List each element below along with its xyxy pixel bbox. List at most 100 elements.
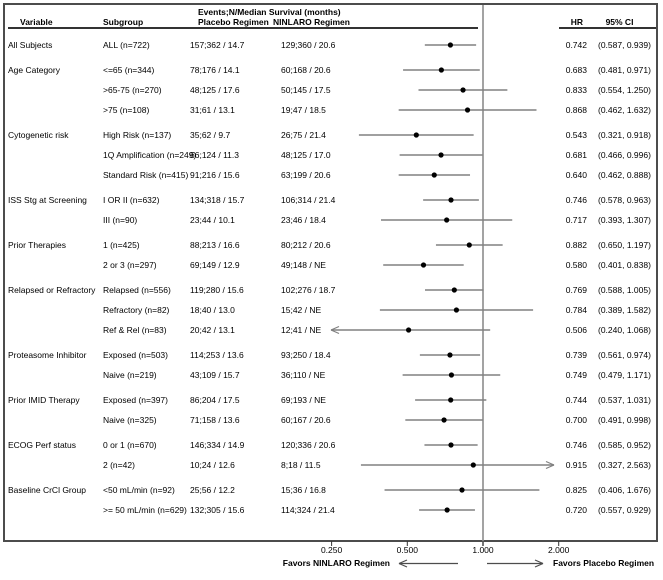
row-ci-value: (0.462, 1.632) (598, 105, 651, 115)
row-ci-value: (0.327, 2.563) (598, 460, 651, 470)
hr-marker (470, 462, 476, 468)
row-hr-value: 0.681 (565, 150, 587, 160)
row-placebo-value: 23;44 / 10.1 (190, 215, 235, 225)
hr-marker (447, 42, 454, 48)
row-variable-label: Age Category (8, 65, 60, 75)
row-hr-value: 0.543 (565, 130, 587, 140)
hr-marker (431, 172, 437, 178)
row-hr-value: 0.700 (565, 415, 587, 425)
hr-marker (444, 217, 450, 223)
row-subgroup-label: High Risk (n=137) (103, 130, 172, 140)
row-placebo-value: 119;280 / 15.6 (190, 285, 244, 295)
row-ci-value: (0.389, 1.582) (598, 305, 651, 315)
row-placebo-value: 66;124 / 11.3 (190, 150, 239, 160)
row-ninlaro-value: 106;314 / 21.4 (281, 195, 336, 205)
row-ci-value: (0.466, 0.996) (598, 150, 651, 160)
row-hr-value: 0.746 (565, 440, 587, 450)
row-hr-value: 0.915 (565, 460, 587, 470)
row-variable-label: Baseline CrCl Group (8, 485, 86, 495)
row-ci-value: (0.585, 0.952) (598, 440, 651, 450)
row-ninlaro-value: 12;41 / NE (281, 325, 322, 335)
row-subgroup-label: Naive (n=219) (103, 370, 157, 380)
row-ninlaro-value: 129;360 / 20.6 (281, 40, 336, 50)
events-median-survival-header: Events;N/Median Survival (months) (198, 7, 341, 17)
hr-marker (466, 242, 472, 248)
row-variable-label: Prior Therapies (8, 240, 66, 250)
row-subgroup-label: ALL (n=722) (103, 40, 150, 50)
hr-marker (448, 397, 454, 403)
row-ninlaro-value: 120;336 / 20.6 (281, 440, 336, 450)
row-ninlaro-value: 8;18 / 11.5 (281, 460, 321, 470)
row-ci-value: (0.578, 0.963) (598, 195, 651, 205)
row-subgroup-label: Exposed (n=503) (103, 350, 168, 360)
hr-marker (451, 287, 457, 293)
hr-marker (453, 307, 460, 313)
row-variable-label: Cytogenetic risk (8, 130, 69, 140)
row-hr-value: 0.882 (565, 240, 587, 250)
row-placebo-value: 114;253 / 13.6 (190, 350, 244, 360)
hr-marker (438, 152, 444, 158)
row-placebo-value: 10;24 / 12.6 (190, 460, 235, 470)
row-hr-value: 0.784 (565, 305, 587, 315)
row-subgroup-label: Refractory (n=82) (103, 305, 170, 315)
hr-marker (441, 417, 447, 423)
favors-placebo-label: Favors Placebo Regimen (553, 558, 655, 568)
row-subgroup-label: Ref & Rel (n=83) (103, 325, 167, 335)
ci-clip-arrow-right (545, 460, 555, 466)
row-hr-value: 0.868 (565, 105, 587, 115)
row-ninlaro-value: 23;46 / 18.4 (281, 215, 326, 225)
row-ci-value: (0.240, 1.068) (598, 325, 651, 335)
axis-tick-label: 1.000 (472, 545, 494, 555)
row-ninlaro-value: 26;75 / 21.4 (281, 130, 326, 140)
row-ci-value: (0.401, 0.838) (598, 260, 651, 270)
axis-tick-label: 2.000 (548, 545, 570, 555)
row-hr-value: 0.717 (565, 215, 587, 225)
row-variable-label: ECOG Perf status (8, 440, 77, 450)
row-subgroup-label: Exposed (n=397) (103, 395, 168, 405)
row-ninlaro-value: 60;168 / 20.6 (281, 65, 331, 75)
row-ci-value: (0.557, 0.929) (598, 505, 651, 515)
placebo-regimen-column-header: Placebo Regimen (198, 17, 269, 27)
row-placebo-value: 91;216 / 15.6 (190, 170, 240, 180)
row-ci-value: (0.321, 0.918) (598, 130, 651, 140)
row-hr-value: 0.749 (565, 370, 587, 380)
row-ci-value: (0.587, 0.939) (598, 40, 651, 50)
row-variable-label: Proteasome Inhibitor (8, 350, 87, 360)
variable-column-header: Variable (20, 17, 53, 27)
header-rule-left (8, 27, 478, 29)
row-subgroup-label: I OR II (n=632) (103, 195, 160, 205)
row-variable-label: All Subjects (8, 40, 53, 50)
row-ci-value: (0.406, 1.676) (598, 485, 651, 495)
row-placebo-value: 43;109 / 15.7 (190, 370, 240, 380)
row-placebo-value: 134;318 / 15.7 (190, 195, 245, 205)
row-hr-value: 0.833 (565, 85, 587, 95)
hr-marker (413, 132, 419, 138)
row-ninlaro-value: 36;110 / NE (281, 370, 326, 380)
hr-marker (448, 442, 454, 448)
row-ninlaro-value: 60;167 / 20.6 (281, 415, 331, 425)
row-hr-value: 0.720 (565, 505, 587, 515)
hr-marker (460, 87, 466, 93)
ci-clip-arrow-right (545, 464, 555, 470)
row-ninlaro-value: 50;145 / 17.5 (281, 85, 331, 95)
row-ci-value: (0.462, 0.888) (598, 170, 651, 180)
row-variable-label: ISS Stg at Screening (8, 195, 87, 205)
ninlaro-regimen-column-header: NINLARO Regimen (273, 17, 350, 27)
row-subgroup-label: >= 50 mL/min (n=629) (103, 505, 187, 515)
row-ninlaro-value: 48;125 / 17.0 (281, 150, 331, 160)
row-ninlaro-value: 15;42 / NE (281, 305, 322, 315)
row-ci-value: (0.650, 1.197) (598, 240, 651, 250)
ci-clip-arrow-left (330, 325, 340, 331)
row-ninlaro-value: 19;47 / 18.5 (281, 105, 326, 115)
axis-tick-label: 0.500 (396, 545, 418, 555)
row-ninlaro-value: 102;276 / 18.7 (281, 285, 336, 295)
figure-border (3, 3, 658, 542)
row-placebo-value: 71;158 / 13.6 (190, 415, 240, 425)
row-ci-value: (0.561, 0.974) (598, 350, 651, 360)
row-hr-value: 0.742 (565, 40, 587, 50)
favors-right-arrow (534, 562, 544, 568)
row-subgroup-label: 1 (n=425) (103, 240, 140, 250)
row-placebo-value: 48;125 / 17.6 (190, 85, 240, 95)
row-placebo-value: 18;40 / 13.0 (190, 305, 235, 315)
